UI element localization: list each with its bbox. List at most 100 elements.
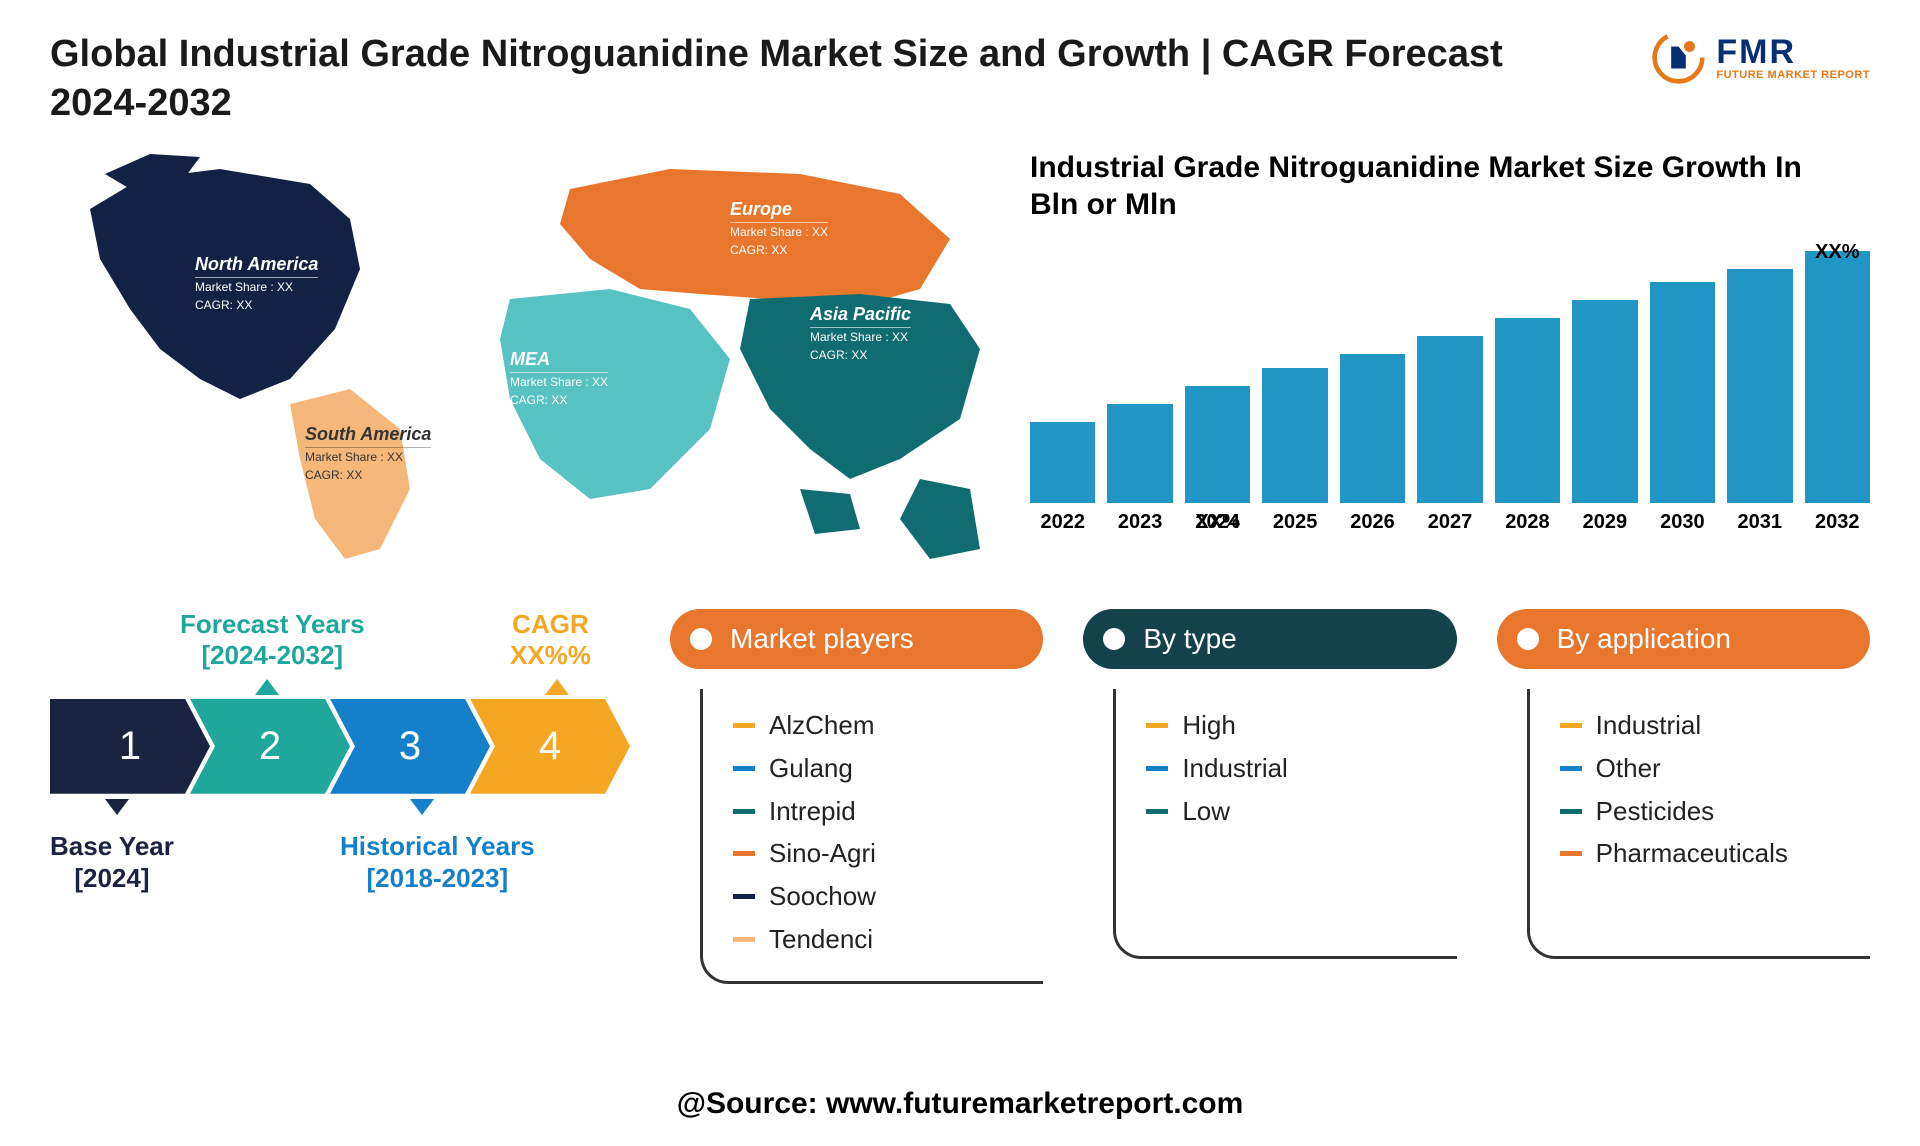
list-item-text: Pesticides xyxy=(1596,790,1715,833)
dash-icon xyxy=(1560,766,1582,771)
category-title: By application xyxy=(1557,623,1731,655)
bullet-icon xyxy=(1517,628,1539,650)
list-item-text: Tendenci xyxy=(769,918,873,961)
bar-col: 2026 xyxy=(1340,354,1405,534)
chevron-4: 4 xyxy=(470,699,630,794)
list-item: High xyxy=(1146,704,1456,747)
chart-title: Industrial Grade Nitroguanidine Market S… xyxy=(1030,149,1870,224)
dash-icon xyxy=(733,723,755,728)
category-list: AlzChemGulangIntrepidSino-AgriSoochowTen… xyxy=(700,689,1043,984)
dash-icon xyxy=(1146,766,1168,771)
bar xyxy=(1340,354,1405,503)
bar-label: 2027 xyxy=(1428,511,1473,534)
bar-label: 2026 xyxy=(1350,511,1395,534)
bar-label: 2022 xyxy=(1040,511,1085,534)
list-item: Sino-Agri xyxy=(733,832,1043,875)
dash-icon xyxy=(733,851,755,856)
pointer-hist xyxy=(410,799,434,815)
list-item: Pesticides xyxy=(1560,790,1870,833)
logo-fmr-text: FMR xyxy=(1716,35,1870,69)
bar-label: 2032 xyxy=(1815,511,1860,534)
bar-annotation: XX% xyxy=(1195,511,1239,534)
bar-col: 2029 xyxy=(1572,300,1637,534)
fmr-logo: FMR FUTURE MARKET REPORT xyxy=(1651,30,1870,85)
forecast-years-label: Forecast Years[2024-2032] xyxy=(180,609,365,671)
category-header: By application xyxy=(1497,609,1870,669)
dash-icon xyxy=(733,809,755,814)
category-header: Market players xyxy=(670,609,1043,669)
pointer-base xyxy=(105,799,129,815)
bar-col: 2031 xyxy=(1727,269,1792,534)
dash-icon xyxy=(733,937,755,942)
bar-annotation: XX% xyxy=(1815,241,1859,264)
historical-years-label: Historical Years[2018-2023] xyxy=(340,831,535,893)
list-item: Low xyxy=(1146,790,1456,833)
dash-icon xyxy=(1560,723,1582,728)
bullet-icon xyxy=(1103,628,1125,650)
label-na: North America Market Share : XX CAGR: XX xyxy=(195,254,318,312)
years-block: Forecast Years[2024-2032] CAGRXX%% 1234 … xyxy=(50,609,630,794)
list-item: Intrepid xyxy=(733,790,1043,833)
list-item-text: High xyxy=(1182,704,1235,747)
label-sa: South America Market Share : XX CAGR: XX xyxy=(305,424,431,482)
growth-chart: Industrial Grade Nitroguanidine Market S… xyxy=(1030,149,1870,569)
bar-label: 2023 xyxy=(1118,511,1163,534)
chevron-1: 1 xyxy=(50,699,210,794)
list-item-text: Intrepid xyxy=(769,790,856,833)
label-mea: MEA Market Share : XX CAGR: XX xyxy=(510,349,608,407)
bar-col: XX%2024 xyxy=(1185,386,1250,534)
pointer-forecast xyxy=(255,679,279,695)
bar xyxy=(1417,336,1482,503)
by-application-block: By application IndustrialOtherPesticidesP… xyxy=(1497,609,1870,959)
bar-col: 2027 xyxy=(1417,336,1482,534)
list-item: Industrial xyxy=(1560,704,1870,747)
list-item-text: Sino-Agri xyxy=(769,832,876,875)
bar xyxy=(1727,269,1792,503)
logo-sub-text: FUTURE MARKET REPORT xyxy=(1716,69,1870,81)
bar-chart: 2022 2023 XX%2024 2025 2026 2027 2028 2029 2030 2… xyxy=(1030,234,1870,534)
bar xyxy=(1572,300,1637,503)
bar xyxy=(1262,368,1327,503)
base-year-label: Base Year[2024] xyxy=(50,831,174,893)
category-list: HighIndustrialLow xyxy=(1113,689,1456,959)
pointer-cagr xyxy=(545,679,569,695)
list-item-text: Industrial xyxy=(1596,704,1702,747)
category-header: By type xyxy=(1083,609,1456,669)
world-map: North America Market Share : XX CAGR: XX… xyxy=(50,149,1000,569)
by-type-block: By type HighIndustrialLow xyxy=(1083,609,1456,959)
bar-label: 2030 xyxy=(1660,511,1705,534)
list-item-text: Pharmaceuticals xyxy=(1596,832,1788,875)
list-item: Soochow xyxy=(733,875,1043,918)
bar xyxy=(1185,386,1250,503)
bar-col: 2023 xyxy=(1107,404,1172,534)
bar xyxy=(1107,404,1172,503)
label-apac: Asia Pacific Market Share : XX CAGR: XX xyxy=(810,304,911,362)
bar-label: 2025 xyxy=(1273,511,1318,534)
cagr-label: CAGRXX%% xyxy=(510,609,591,671)
dash-icon xyxy=(1560,851,1582,856)
dash-icon xyxy=(1146,723,1168,728)
dash-icon xyxy=(733,894,755,899)
list-item: Tendenci xyxy=(733,918,1043,961)
list-item: AlzChem xyxy=(733,704,1043,747)
bar-label: 2028 xyxy=(1505,511,1550,534)
list-item: Gulang xyxy=(733,747,1043,790)
list-item-text: Soochow xyxy=(769,875,876,918)
bar-label: 2029 xyxy=(1583,511,1628,534)
bar-col: 2025 xyxy=(1262,368,1327,534)
category-list: IndustrialOtherPesticidesPharmaceuticals xyxy=(1527,689,1870,959)
bar xyxy=(1805,251,1870,503)
chevron-2: 2 xyxy=(190,699,350,794)
list-item: Industrial xyxy=(1146,747,1456,790)
list-item: Pharmaceuticals xyxy=(1560,832,1870,875)
bar-col: 2028 xyxy=(1495,318,1560,534)
dash-icon xyxy=(733,766,755,771)
bullet-icon xyxy=(690,628,712,650)
bar xyxy=(1030,422,1095,503)
category-title: By type xyxy=(1143,623,1236,655)
bar xyxy=(1650,282,1715,503)
dash-icon xyxy=(1146,809,1168,814)
fmr-logo-icon xyxy=(1651,30,1706,85)
bar-col: 2030 xyxy=(1650,282,1715,534)
source-attribution: @Source: www.futuremarketreport.com xyxy=(0,1087,1920,1121)
